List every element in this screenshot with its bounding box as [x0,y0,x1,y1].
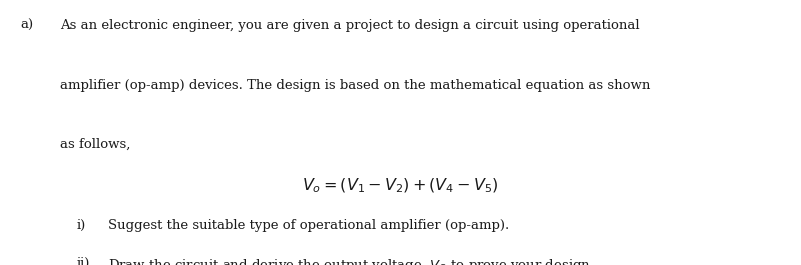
Text: Suggest the suitable type of operational amplifier (op-amp).: Suggest the suitable type of operational… [108,219,509,232]
Text: amplifier (op-amp) devices. The design is based on the mathematical equation as : amplifier (op-amp) devices. The design i… [60,80,650,92]
Text: i): i) [76,219,86,232]
Text: a): a) [20,19,33,32]
Text: As an electronic engineer, you are given a project to design a circuit using ope: As an electronic engineer, you are given… [60,19,640,32]
Text: ii): ii) [76,257,90,265]
Text: as follows,: as follows, [60,138,131,151]
Text: Draw the circuit and derive the output voltage, $V_O$ to prove your design.: Draw the circuit and derive the output v… [108,257,594,265]
Text: $V_o=(V_1-V_2)+(V_4-V_5)$: $V_o=(V_1-V_2)+(V_4-V_5)$ [302,176,499,195]
